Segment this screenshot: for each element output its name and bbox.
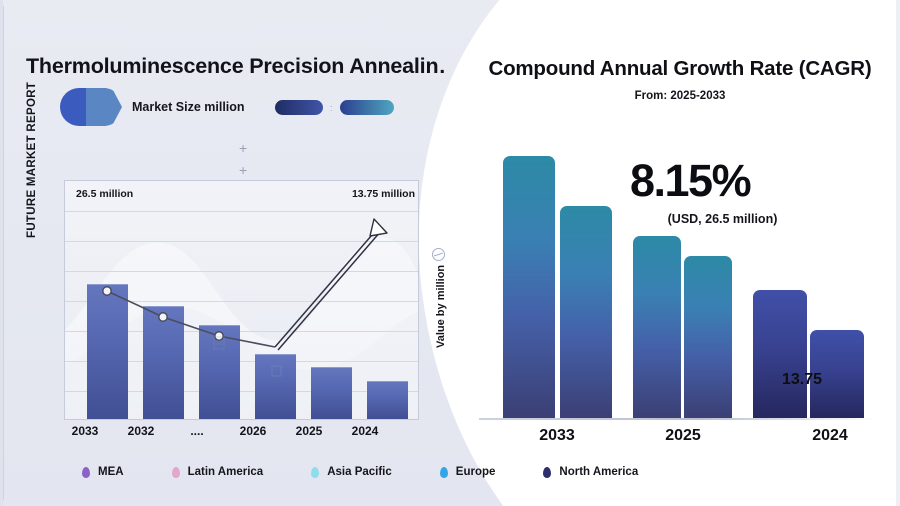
left-annotation-end: 13.75 million (351, 188, 415, 200)
no-entry-icon (432, 248, 445, 261)
pill-gradient-icon (339, 100, 394, 115)
bar-2033 (87, 284, 128, 419)
right-baseline-axis (479, 418, 879, 420)
right-chart-subtitle: From: 2025-2033 (634, 90, 726, 102)
bar-2025-low (684, 256, 732, 418)
legend-item-north-america[interactable]: North America (543, 466, 638, 478)
xtick-2024: 2024 (351, 424, 379, 438)
left-plot-area (64, 180, 419, 420)
pill-legend: : (275, 100, 394, 115)
right-xtick-2025: 2025 (665, 427, 701, 444)
legend-dot-icon (171, 466, 180, 478)
legend-dot-icon (82, 466, 90, 478)
bar-2026 (255, 354, 296, 419)
brand-row: Market Size million (60, 88, 245, 126)
legend-dot-icon (311, 466, 320, 478)
bar-2025-high (633, 236, 681, 418)
legend-dot-icon (439, 466, 448, 478)
right-chart-title: Compound Annual Growth Rate (CAGR) (488, 57, 872, 80)
trend-line-overlay (102, 218, 388, 351)
legend-item-latin-america[interactable]: Latin America (171, 466, 264, 478)
xtick-2025: 2025 (295, 424, 323, 438)
bar-2025 (311, 367, 352, 419)
chart-legend: MEA Latin America Asia Pacific Europe No… (82, 466, 686, 478)
right-chart-panel: Compound Annual Growth Rate (CAGR) From:… (432, 0, 900, 506)
right-y-axis-label: Value by million (435, 264, 447, 348)
legend-label: Europe (455, 466, 496, 478)
bar-2024-high (753, 290, 807, 418)
right-xtick-2024: 2024 (812, 427, 848, 444)
xtick-2026: 2026 (239, 424, 267, 438)
left-edge-stripe (0, 0, 3, 506)
legend-label: North America (559, 466, 639, 478)
hexagon-logo-icon (60, 88, 122, 126)
legend-label: Latin America (187, 466, 264, 478)
left-y-axis-label: FUTURE MARKET REPORT (26, 81, 38, 238)
bar-2024-low (810, 330, 864, 418)
legend-dot-icon (543, 466, 552, 478)
right-edge-stripe (896, 0, 900, 506)
plus-mark-icon: + (239, 162, 248, 178)
legend-item-europe[interactable]: Europe (439, 466, 496, 478)
small-document-icon (213, 336, 225, 350)
xtick-2032: 2032 (127, 424, 155, 438)
logo-lobe-right (86, 88, 122, 126)
bar-2033-low (560, 206, 612, 418)
bar-2032 (143, 306, 184, 419)
left-chart-panel: Thermoluminescence Precision Annealin… M… (26, 54, 446, 438)
left-chart-title: Thermoluminescence Precision Annealin… (26, 54, 446, 78)
market-size-label: Market Size million (132, 100, 245, 114)
bar-2033-high (503, 156, 555, 418)
data-label-13-75: 13.75 (782, 371, 823, 388)
legend-label: MEA (98, 466, 124, 478)
legend-item-mea[interactable]: MEA (82, 466, 124, 478)
xtick-ellipsis: .... (190, 424, 204, 438)
right-xtick-2033: 2033 (539, 427, 575, 444)
bar-2024 (367, 381, 408, 419)
pill-dark-icon (275, 100, 323, 115)
pill-separator: : (330, 102, 333, 113)
cagr-note: (USD, 26.5 million) (667, 212, 778, 226)
legend-label: Asia Pacific (327, 466, 392, 478)
cagr-value: 8.15% (630, 155, 752, 206)
legend-item-asia-pacific[interactable]: Asia Pacific (311, 466, 392, 478)
left-edge-line (3, 6, 4, 500)
left-annotation-start: 26.5 million (76, 188, 134, 200)
small-box-icon (271, 365, 282, 377)
xtick-2033: 2033 (71, 424, 99, 438)
plus-mark-icon: + (239, 140, 248, 156)
